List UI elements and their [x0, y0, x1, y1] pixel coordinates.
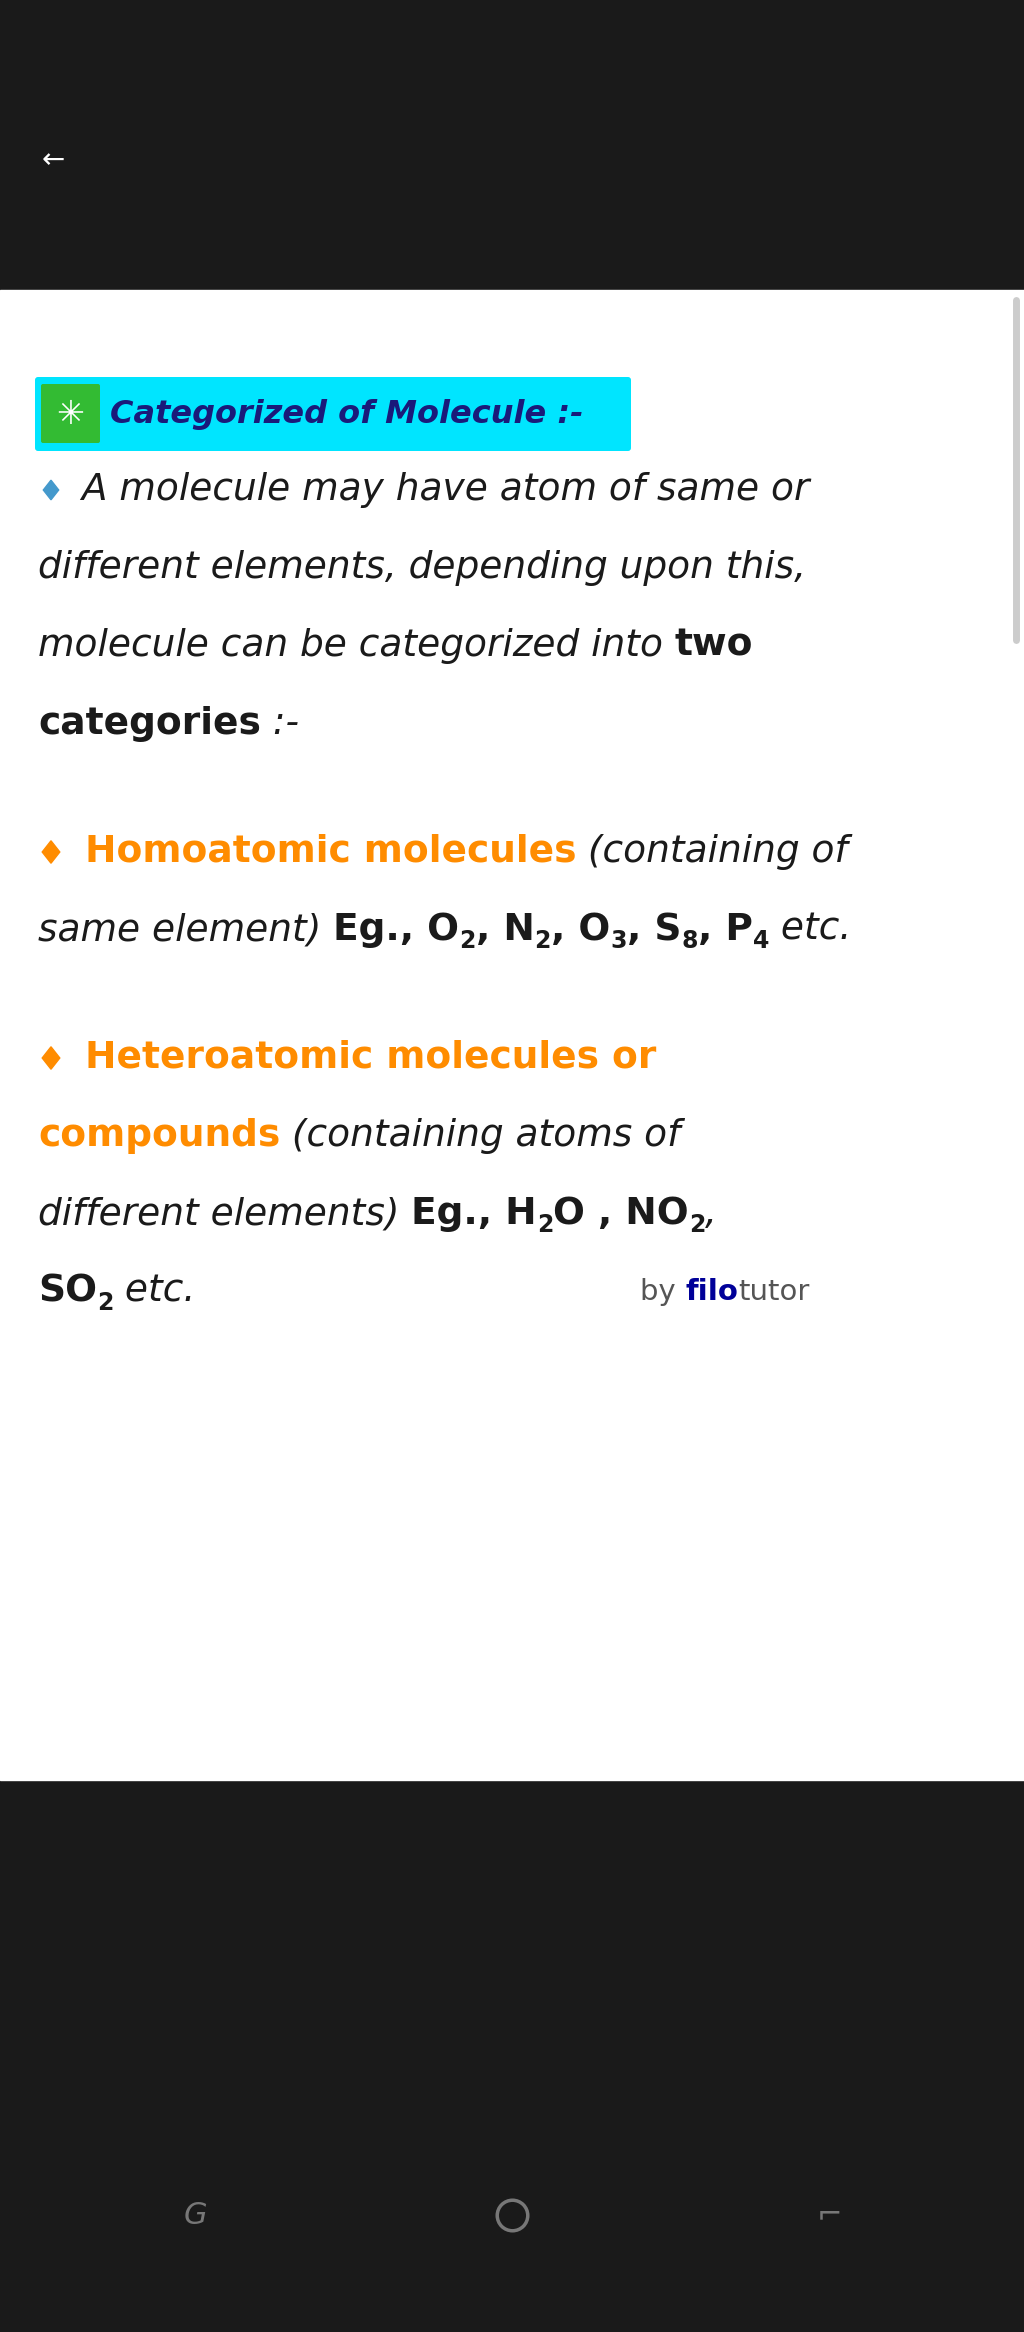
Text: 2: 2 [459, 928, 475, 954]
Text: different elements, depending upon this,: different elements, depending upon this, [38, 550, 806, 585]
Text: Homoatomic molecules: Homoatomic molecules [72, 835, 577, 870]
Text: , N: , N [475, 912, 535, 949]
Polygon shape [43, 480, 58, 499]
Polygon shape [42, 1047, 59, 1068]
FancyBboxPatch shape [35, 378, 631, 450]
Text: filo: filo [685, 1278, 738, 1306]
Text: ,: , [706, 1196, 717, 1231]
Text: 3: 3 [610, 928, 627, 954]
Text: 4: 4 [753, 928, 769, 954]
Text: SO: SO [38, 1273, 97, 1311]
Bar [0, 0, 1024, 289]
Text: Eg., O: Eg., O [333, 912, 459, 949]
Polygon shape [42, 842, 59, 863]
Text: 2: 2 [689, 1213, 706, 1236]
Text: categories: categories [38, 707, 261, 742]
Text: by: by [640, 1278, 685, 1306]
Text: , S: , S [627, 912, 681, 949]
Text: tutor: tutor [738, 1278, 809, 1306]
Bar [0, 289, 1024, 1779]
Text: same element): same element) [38, 912, 333, 949]
Bar [0, 1779, 1024, 2332]
Text: G: G [183, 2201, 207, 2229]
Text: 2: 2 [537, 1213, 553, 1236]
Text: ⌐: ⌐ [817, 2201, 843, 2229]
Text: ←: ← [42, 147, 66, 175]
Text: compounds: compounds [38, 1117, 281, 1154]
Text: (containing atoms of: (containing atoms of [281, 1117, 681, 1154]
Text: two: two [675, 627, 754, 665]
Text: 2: 2 [535, 928, 551, 954]
FancyBboxPatch shape [41, 385, 100, 443]
Text: A molecule may have atom of same or: A molecule may have atom of same or [70, 471, 809, 508]
Text: Heteroatomic molecules or: Heteroatomic molecules or [72, 1040, 656, 1075]
Text: O , NO: O , NO [553, 1196, 689, 1231]
Text: 2: 2 [97, 1292, 114, 1315]
Text: :-: :- [261, 707, 299, 742]
Text: , P: , P [697, 912, 753, 949]
Text: Eg., H: Eg., H [412, 1196, 537, 1231]
Text: 8: 8 [681, 928, 697, 954]
Text: different elements): different elements) [38, 1196, 412, 1231]
Text: (containing of: (containing of [577, 835, 848, 870]
Text: etc.: etc. [114, 1273, 196, 1311]
Text: ✳: ✳ [56, 396, 84, 431]
Text: molecule can be categorized into: molecule can be categorized into [38, 627, 675, 665]
Text: etc.: etc. [769, 912, 851, 949]
Text: , O: , O [551, 912, 610, 949]
Text: Categorized of Molecule :-: Categorized of Molecule :- [110, 399, 584, 429]
